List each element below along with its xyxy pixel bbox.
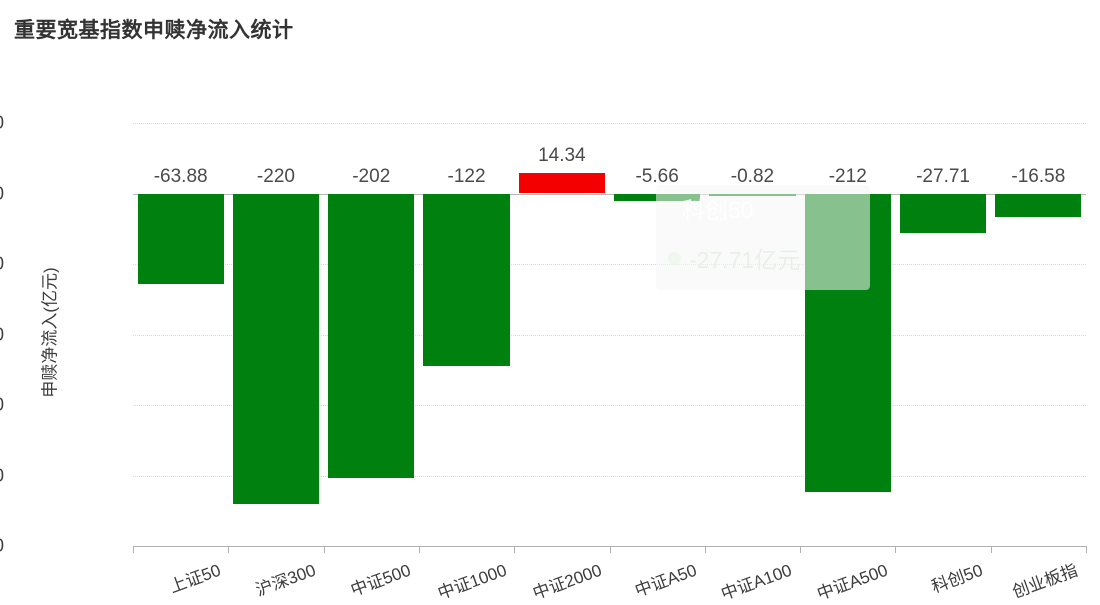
- x-axis-tick: [1086, 546, 1087, 553]
- x-axis-tick-label: 中证A100: [718, 560, 795, 604]
- gridline: [133, 334, 1086, 336]
- y-axis-tick-label: -100: [0, 324, 4, 345]
- y-axis-title: 申赎净流入(亿元): [40, 267, 60, 398]
- bar-中证A100[interactable]: [709, 193, 796, 196]
- x-axis-tick: [704, 546, 706, 553]
- x-axis-tick: [323, 546, 325, 553]
- bar-value-label: -16.58: [1011, 165, 1066, 187]
- x-axis-tick-label: 中证A500: [814, 560, 890, 604]
- x-axis-tick: [133, 546, 134, 553]
- y-axis-tick-label: -200: [0, 465, 4, 486]
- x-axis-tick-label: 中证2000: [530, 560, 605, 604]
- plot-area: -63.88 -220 -202 -122 14.34 -5.66 -0.82 -212 -27…: [133, 123, 1086, 547]
- bar-科创50[interactable]: [899, 193, 987, 233]
- bar-value-label: -122: [447, 165, 486, 187]
- x-axis-tick-label: 中证A50: [632, 560, 700, 601]
- bar-value-label: -212: [828, 165, 867, 187]
- x-axis-tick: [514, 546, 516, 553]
- bar-中证2000[interactable]: [518, 173, 605, 194]
- x-axis-tick-label: 沪深300: [253, 560, 319, 600]
- bar-中证A500[interactable]: [804, 193, 891, 493]
- y-axis-tick-label: -150: [0, 395, 4, 416]
- x-axis-tick-label: 上证50: [166, 560, 223, 597]
- x-axis-tick-label: 科创50: [929, 560, 986, 597]
- chart-title: 重要宽基指数申赎净流入统计: [14, 19, 294, 42]
- x-axis-tick: [609, 546, 611, 553]
- bar-中证500[interactable]: [328, 193, 415, 479]
- bar-中证1000[interactable]: [423, 193, 510, 366]
- x-axis-tick-label: 创业板指: [1010, 560, 1081, 602]
- x-axis-tick: [418, 546, 420, 553]
- bar-value-label: -220: [256, 165, 295, 187]
- bar-上证50[interactable]: [137, 193, 224, 284]
- bar-创业板指[interactable]: [995, 193, 1082, 217]
- bar-value-label: -202: [352, 165, 391, 187]
- bar-value-label: -0.82: [730, 165, 775, 187]
- gridline: [133, 475, 1086, 477]
- y-axis-tick-label: -250: [0, 536, 4, 557]
- bar-value-label: -63.88: [153, 165, 208, 187]
- bar-value-label: 14.34: [538, 145, 586, 167]
- gridline: [133, 264, 1086, 265]
- bar-value-label: -27.71: [916, 165, 970, 187]
- x-axis-tick: [800, 546, 802, 553]
- x-axis-tick: [990, 546, 992, 553]
- bar-沪深300[interactable]: [232, 193, 320, 504]
- x-axis-tick-label: 中证1000: [434, 560, 509, 604]
- y-axis-tick-label: 50: [0, 113, 4, 134]
- x-axis-tick: [228, 546, 230, 553]
- x-axis-tick: [895, 546, 897, 553]
- bar-中证A50[interactable]: [614, 193, 701, 202]
- gridline: [133, 123, 1086, 124]
- gridline: [133, 193, 1086, 195]
- x-axis-tick-label: 中证500: [348, 560, 414, 600]
- y-axis-tick-label: -50: [0, 254, 4, 275]
- y-axis-tick-label: 0: [0, 183, 4, 204]
- bar-value-label: -5.66: [635, 165, 679, 187]
- gridline: [133, 405, 1086, 406]
